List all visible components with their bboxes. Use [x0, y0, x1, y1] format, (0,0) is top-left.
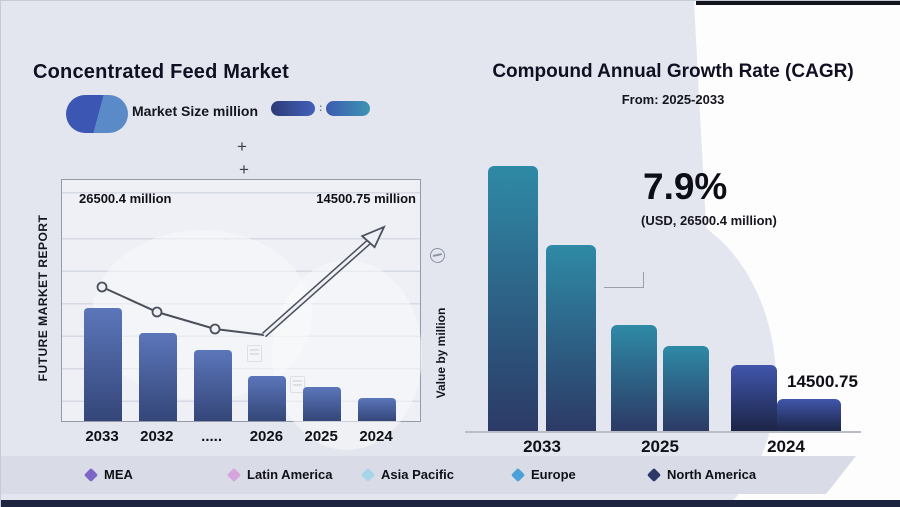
left-chart-bar-2024 [358, 398, 396, 421]
legend-label: Latin America [247, 467, 333, 482]
legend-diamond-icon [646, 467, 662, 482]
legend-diamond-icon [83, 467, 99, 482]
ratio-separator: : [319, 103, 323, 114]
left-panel-title: Concentrated Feed Market [33, 61, 289, 83]
market-size-pill-icon [66, 95, 128, 133]
plus-icon: + [239, 160, 249, 179]
legend-label: Europe [531, 467, 576, 482]
left-vertical-label: FUTURE MARKET REPORT [36, 214, 50, 382]
left-chart-xlabel: 2032 [140, 428, 174, 445]
watermark-clipboard-icon [247, 345, 262, 362]
left-chart-xlabel: 2033 [85, 428, 119, 445]
right-chart-bar-2033-secondary [546, 245, 596, 431]
left-chart-annotation-min: 14500.75 million [316, 191, 416, 206]
right-chart-xlabel: 2024 [767, 437, 805, 456]
trend-line-arrow [96, 225, 386, 338]
legend-item-asia-pacific: Asia Pacific [360, 467, 454, 482]
left-chart-xlabel: 2026 [249, 428, 284, 445]
legend-item-latin-america: Latin America [226, 467, 333, 482]
left-chart-bar-2033 [84, 308, 122, 421]
left-chart-annotation-max: 26500.4 million [79, 191, 172, 206]
legend-label: MEA [104, 467, 133, 482]
right-chart-xlabel: 2033 [523, 437, 561, 456]
left-chart-bar-..... [193, 350, 232, 421]
legend-item-north-america: North America [646, 467, 757, 482]
right-chart: 2033 2025 2024 [465, 151, 871, 461]
plus-icon: + [237, 137, 247, 156]
right-chart-axis-line [465, 431, 861, 433]
legend-diamond-icon [510, 467, 526, 482]
right-panel-subtitle: From: 2025-2033 [621, 92, 725, 107]
left-chart-bar-2025 [303, 387, 342, 421]
legend-label: North America [667, 467, 757, 482]
right-chart-bar-2025-primary [611, 325, 657, 431]
left-chart-xlabel: 2025 [304, 428, 338, 445]
legend-diamond-icon [226, 467, 242, 482]
ratio-pill-right-icon [326, 101, 371, 116]
left-chart-plot-area [61, 179, 422, 450]
watermark-clipboard-icon [290, 376, 305, 393]
chart-background-smudge [272, 260, 422, 450]
cagr-value: 7.9% [643, 166, 728, 207]
right-panel-title: Compound Annual Growth Rate (CAGR) [492, 61, 854, 82]
right-chart-bar-2024-primary [731, 365, 777, 431]
ratio-pills: : [271, 101, 371, 116]
top-edge-accent-bar [696, 1, 900, 5]
ratio-pill-left-icon [271, 101, 315, 116]
bottom-edge-accent-bar [1, 500, 900, 507]
right-chart-bar-2025-secondary [663, 346, 709, 431]
cagr-caption: (USD, 26500.4 million) [641, 213, 777, 228]
legend-band [1, 456, 856, 494]
legend-item-mea: MEA [83, 467, 133, 482]
left-chart-xlabel: 2024 [359, 428, 393, 445]
series-label: Market Size million [132, 103, 259, 119]
legend-label: Asia Pacific [381, 467, 454, 482]
legend-diamond-icon [360, 467, 376, 482]
value-callout: 14500.75 [787, 372, 858, 391]
left-chart-xlabel: ..... [201, 428, 223, 445]
right-chart-xlabel: 2025 [641, 437, 679, 456]
legend-item-europe: Europe [510, 467, 576, 482]
step-line-decoration [604, 272, 644, 288]
left-chart-bar-2032 [138, 333, 177, 421]
value-axis-label: Value by million [434, 307, 448, 399]
left-chart-bar-2026 [248, 376, 287, 421]
right-chart-bar-2024-secondary [777, 399, 841, 431]
right-chart-bar-2033-primary [488, 166, 538, 431]
